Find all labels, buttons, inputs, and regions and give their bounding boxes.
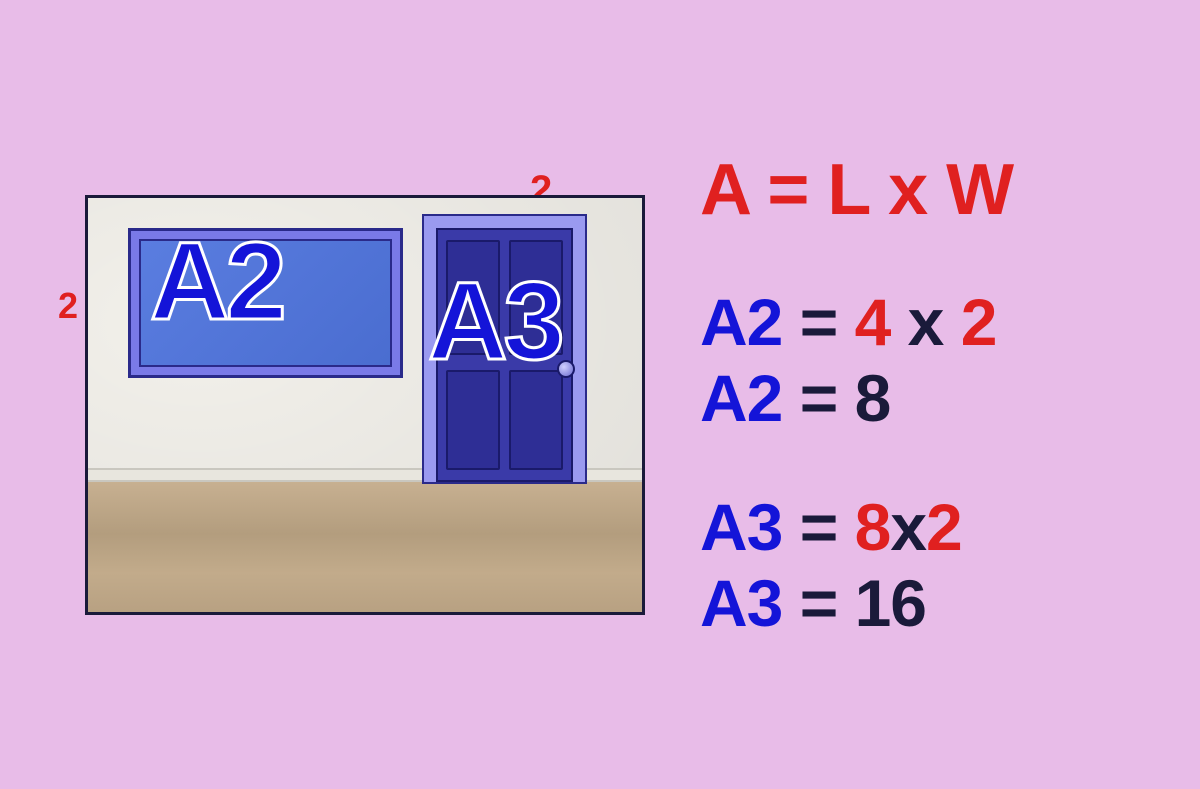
room-scene: A2 A3 xyxy=(85,195,645,615)
a2-equation-1: A2 = 4 x 2 xyxy=(700,284,1150,360)
formula-eq: = xyxy=(748,150,827,230)
door-panel xyxy=(509,370,563,470)
a2-n1: 4 xyxy=(855,285,891,359)
a2r-lhs: A2 xyxy=(700,361,782,435)
dim-window-height: 2 xyxy=(58,285,78,327)
a3-lhs: A3 xyxy=(700,490,782,564)
door-area-label: A3 xyxy=(428,258,561,385)
equations-panel: A = L x W A2 = 4 x 2 A2 = 8 A3 = 8x2 A3 … xyxy=(670,149,1150,641)
a2-eq: = xyxy=(782,285,854,359)
a2-group: A2 = 4 x 2 A2 = 8 xyxy=(700,284,1150,436)
a3-group: A3 = 8x2 A3 = 16 xyxy=(700,489,1150,641)
a3-equation-1: A3 = 8x2 xyxy=(700,489,1150,565)
floor xyxy=(88,482,642,612)
a2-op: x xyxy=(890,285,960,359)
a2-n2: 2 xyxy=(961,285,997,359)
a3r-res: 16 xyxy=(855,566,926,640)
a3r-eq: = xyxy=(782,566,854,640)
door-panel xyxy=(446,370,500,470)
a2r-eq: = xyxy=(782,361,854,435)
infographic-container: 2 2 8 4 A2 A3 xyxy=(0,0,1200,789)
a3-n1: 8 xyxy=(855,490,891,564)
formula-rhs: L x W xyxy=(827,150,1013,230)
scene-wrapper: 2 2 8 4 A2 A3 xyxy=(50,160,670,630)
a3-op: x xyxy=(890,490,926,564)
a2-lhs: A2 xyxy=(700,285,782,359)
a3-n2: 2 xyxy=(926,490,962,564)
a3-eq: = xyxy=(782,490,854,564)
a2r-res: 8 xyxy=(855,361,891,435)
a2-equation-2: A2 = 8 xyxy=(700,360,1150,436)
window-area-label: A2 xyxy=(150,218,283,345)
a3-equation-2: A3 = 16 xyxy=(700,565,1150,641)
formula-line: A = L x W xyxy=(700,149,1150,231)
a3r-lhs: A3 xyxy=(700,566,782,640)
formula-lhs: A xyxy=(700,150,748,230)
